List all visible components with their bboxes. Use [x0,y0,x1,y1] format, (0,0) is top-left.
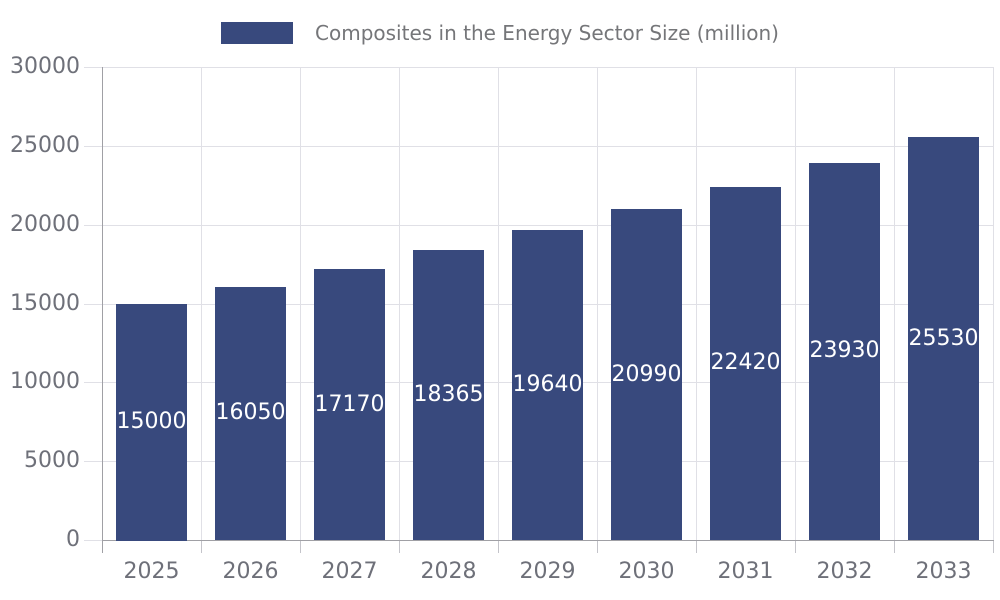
x-axis-tick [399,540,400,553]
y-axis-label: 20000 [10,212,80,237]
x-axis-label: 2032 [816,559,873,584]
h-gridline [102,67,993,68]
y-axis-label: 15000 [10,291,80,316]
y-axis-tick [84,461,102,462]
bar-2033[interactable] [908,137,979,540]
x-axis-tick [300,540,301,553]
bar-value-label: 18365 [413,382,484,407]
h-gridline [102,146,993,147]
bar-2029[interactable] [512,230,583,540]
bar-value-label: 15000 [116,409,187,434]
bar-value-label: 17170 [314,392,385,417]
v-gridline [894,67,895,540]
x-axis-label: 2033 [915,559,972,584]
bar-value-label: 19640 [512,372,583,397]
h-gridline [102,225,993,226]
v-gridline [696,67,697,540]
bar-value-label: 16050 [215,400,286,425]
v-gridline [201,67,202,540]
v-gridline [498,67,499,540]
bar-value-label: 23930 [809,338,880,363]
v-gridline [399,67,400,540]
bar-2032[interactable] [809,163,880,540]
x-axis-label: 2029 [519,559,576,584]
y-axis-tick [84,67,102,68]
y-axis-label: 30000 [10,54,80,79]
y-axis-tick [84,225,102,226]
legend[interactable]: Composites in the Energy Sector Size (mi… [0,21,1000,45]
x-axis-line [102,540,994,541]
v-gridline [993,67,994,540]
x-axis-tick [201,540,202,553]
y-axis-tick [84,304,102,305]
y-axis-tick [84,540,102,541]
bar-2027[interactable] [314,269,385,540]
bar-value-label: 25530 [908,326,979,351]
v-gridline [795,67,796,540]
x-axis-label: 2026 [222,559,279,584]
bar-2025[interactable] [116,304,187,541]
y-axis-tick [84,146,102,147]
v-gridline [300,67,301,540]
x-axis-label: 2031 [717,559,774,584]
x-axis-label: 2028 [420,559,477,584]
y-axis-label: 5000 [24,448,80,473]
y-axis-tick [84,382,102,383]
bar-2028[interactable] [413,250,484,540]
y-axis-line [102,67,103,553]
legend-swatch [221,22,294,44]
y-axis-label: 0 [66,527,80,552]
y-axis-label: 25000 [10,133,80,158]
bar-2030[interactable] [611,209,682,540]
x-axis-tick [696,540,697,553]
y-axis-label: 10000 [10,369,80,394]
x-axis-label: 2027 [321,559,378,584]
x-axis-tick [597,540,598,553]
x-axis-tick [795,540,796,553]
legend-label: Composites in the Energy Sector Size (mi… [315,21,779,45]
x-axis-label: 2025 [123,559,180,584]
bar-value-label: 20990 [611,362,682,387]
x-axis-tick [993,540,994,553]
bar-2031[interactable] [710,187,781,540]
x-axis-tick [498,540,499,553]
x-axis-tick [894,540,895,553]
bar-value-label: 22420 [710,350,781,375]
x-axis-label: 2030 [618,559,675,584]
v-gridline [597,67,598,540]
bar-2026[interactable] [215,287,286,540]
